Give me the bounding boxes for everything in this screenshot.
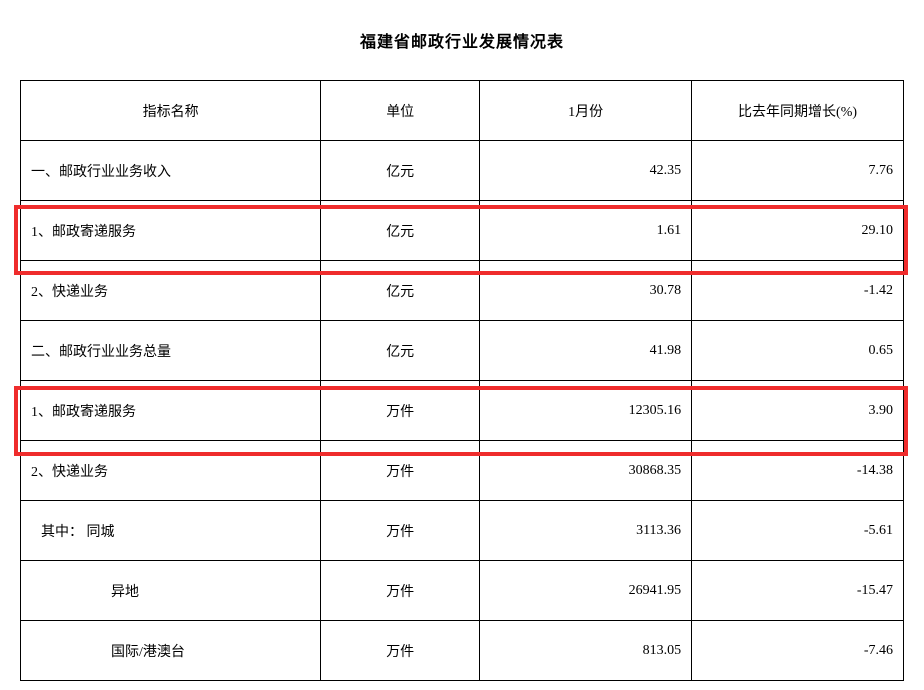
table-row: 2、快递业务 亿元 30.78 -1.42 [21, 261, 904, 321]
col-header-unit: 单位 [321, 81, 480, 141]
cell-unit: 亿元 [321, 201, 480, 261]
cell-unit: 万件 [321, 441, 480, 501]
cell-name: 1、邮政寄递服务 [21, 381, 321, 441]
cell-month: 12305.16 [480, 381, 692, 441]
cell-name: 2、快递业务 [21, 441, 321, 501]
col-header-name: 指标名称 [21, 81, 321, 141]
cell-name: 2、快递业务 [21, 261, 321, 321]
cell-growth: 7.76 [692, 141, 904, 201]
page-title: 福建省邮政行业发展情况表 [0, 0, 924, 80]
cell-unit: 万件 [321, 501, 480, 561]
cell-name: 1、邮政寄递服务 [21, 201, 321, 261]
table-header-row: 指标名称 单位 1月份 比去年同期增长(%) [21, 81, 904, 141]
col-header-month: 1月份 [480, 81, 692, 141]
col-header-growth: 比去年同期增长(%) [692, 81, 904, 141]
cell-growth: 3.90 [692, 381, 904, 441]
cell-month: 30.78 [480, 261, 692, 321]
postal-industry-table: 指标名称 单位 1月份 比去年同期增长(%) 一、邮政行业业务收入 亿元 42.… [20, 80, 904, 681]
cell-unit: 万件 [321, 621, 480, 681]
cell-month: 813.05 [480, 621, 692, 681]
table-row: 二、邮政行业业务总量 亿元 41.98 0.65 [21, 321, 904, 381]
table-row: 一、邮政行业业务收入 亿元 42.35 7.76 [21, 141, 904, 201]
cell-growth: -1.42 [692, 261, 904, 321]
cell-unit: 亿元 [321, 141, 480, 201]
cell-unit: 万件 [321, 381, 480, 441]
table-container: 指标名称 单位 1月份 比去年同期增长(%) 一、邮政行业业务收入 亿元 42.… [0, 80, 924, 681]
table-row: 2、快递业务 万件 30868.35 -14.38 [21, 441, 904, 501]
cell-name: 一、邮政行业业务收入 [21, 141, 321, 201]
cell-month: 42.35 [480, 141, 692, 201]
cell-growth: 29.10 [692, 201, 904, 261]
cell-month: 1.61 [480, 201, 692, 261]
cell-month: 30868.35 [480, 441, 692, 501]
cell-unit: 亿元 [321, 321, 480, 381]
table-row: 国际/港澳台 万件 813.05 -7.46 [21, 621, 904, 681]
cell-unit: 亿元 [321, 261, 480, 321]
cell-month: 3113.36 [480, 501, 692, 561]
cell-growth: -7.46 [692, 621, 904, 681]
cell-growth: -5.61 [692, 501, 904, 561]
table-row: 其中： 同城 万件 3113.36 -5.61 [21, 501, 904, 561]
cell-growth: -15.47 [692, 561, 904, 621]
cell-name: 其中： 同城 [21, 501, 321, 561]
cell-growth: -14.38 [692, 441, 904, 501]
cell-name: 国际/港澳台 [21, 621, 321, 681]
cell-unit: 万件 [321, 561, 480, 621]
cell-name: 异地 [21, 561, 321, 621]
cell-name: 二、邮政行业业务总量 [21, 321, 321, 381]
cell-month: 41.98 [480, 321, 692, 381]
cell-month: 26941.95 [480, 561, 692, 621]
cell-growth: 0.65 [692, 321, 904, 381]
table-row: 1、邮政寄递服务 亿元 1.61 29.10 [21, 201, 904, 261]
table-row: 1、邮政寄递服务 万件 12305.16 3.90 [21, 381, 904, 441]
table-row: 异地 万件 26941.95 -15.47 [21, 561, 904, 621]
